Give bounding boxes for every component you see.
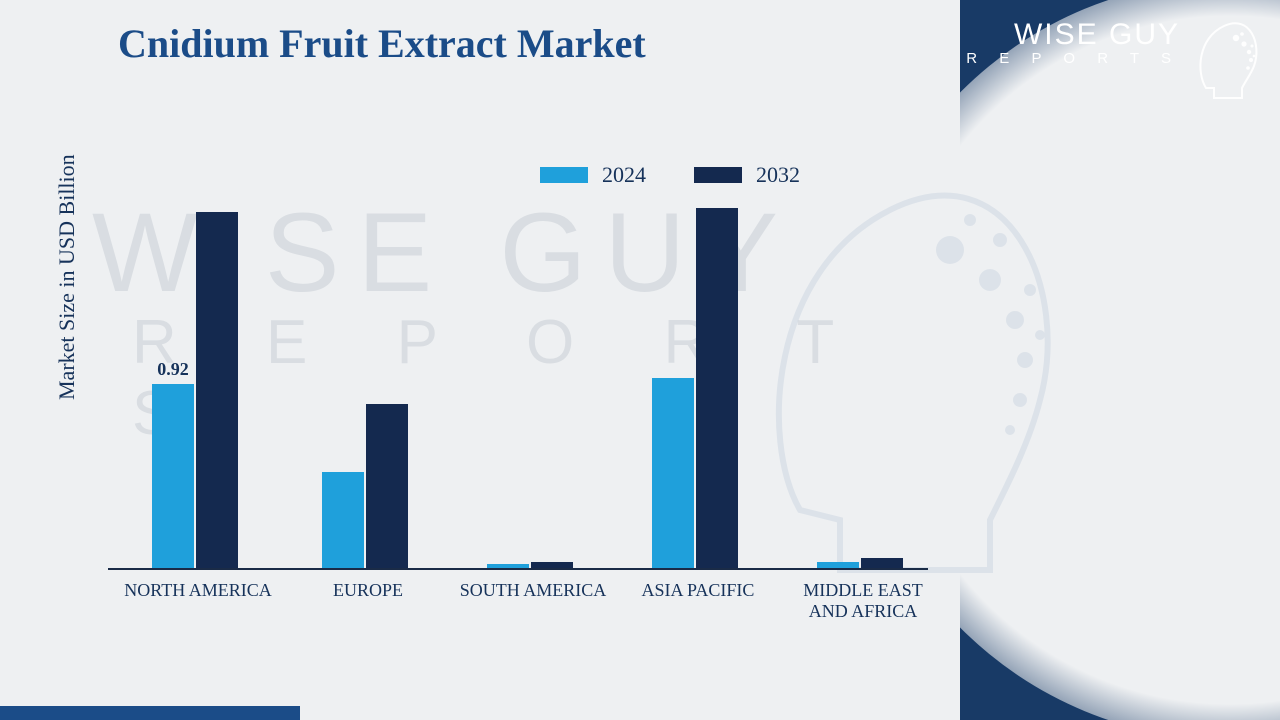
bar-2032 [196, 212, 238, 568]
y-axis-label: Market Size in USD Billion [54, 154, 80, 400]
plot-area: 0.92NORTH AMERICAEUROPESOUTH AMERICAASIA… [108, 200, 928, 570]
bar-2024 [487, 564, 529, 568]
legend-label-2032: 2032 [756, 162, 800, 188]
legend-label-2024: 2024 [602, 162, 646, 188]
bar-2024 [652, 378, 694, 568]
bar-value-label: 0.92 [143, 359, 203, 380]
x-axis-baseline [108, 568, 928, 570]
legend-swatch-2032 [694, 167, 742, 183]
brand-line2: R E P O R T S [966, 50, 1180, 67]
x-axis-label: MIDDLE EAST AND AFRICA [783, 580, 943, 621]
legend: 2024 2032 [540, 162, 800, 188]
bar-2032 [861, 558, 903, 568]
x-axis-label: ASIA PACIFIC [618, 580, 778, 601]
brand-head-icon [1192, 16, 1262, 100]
legend-swatch-2024 [540, 167, 588, 183]
bar-2032 [696, 208, 738, 568]
footer-accent-bar [0, 706, 300, 720]
x-axis-label: EUROPE [288, 580, 448, 601]
chart-title: Cnidium Fruit Extract Market [118, 20, 646, 67]
x-axis-label: SOUTH AMERICA [453, 580, 613, 601]
x-axis-label: NORTH AMERICA [118, 580, 278, 601]
bar-2032 [366, 404, 408, 568]
bar-2024 [322, 472, 364, 568]
bar-2032 [531, 562, 573, 568]
legend-item-2024: 2024 [540, 162, 646, 188]
bar-2024 [152, 384, 194, 568]
brand-line1: WISE GUY [966, 18, 1180, 52]
brand-block: WISE GUY R E P O R T S [966, 18, 1180, 67]
bar-2024 [817, 562, 859, 568]
chart-stage: WISE GUY R E P O R T S Cnidium Fruit Ext… [0, 0, 1280, 720]
legend-item-2032: 2032 [694, 162, 800, 188]
